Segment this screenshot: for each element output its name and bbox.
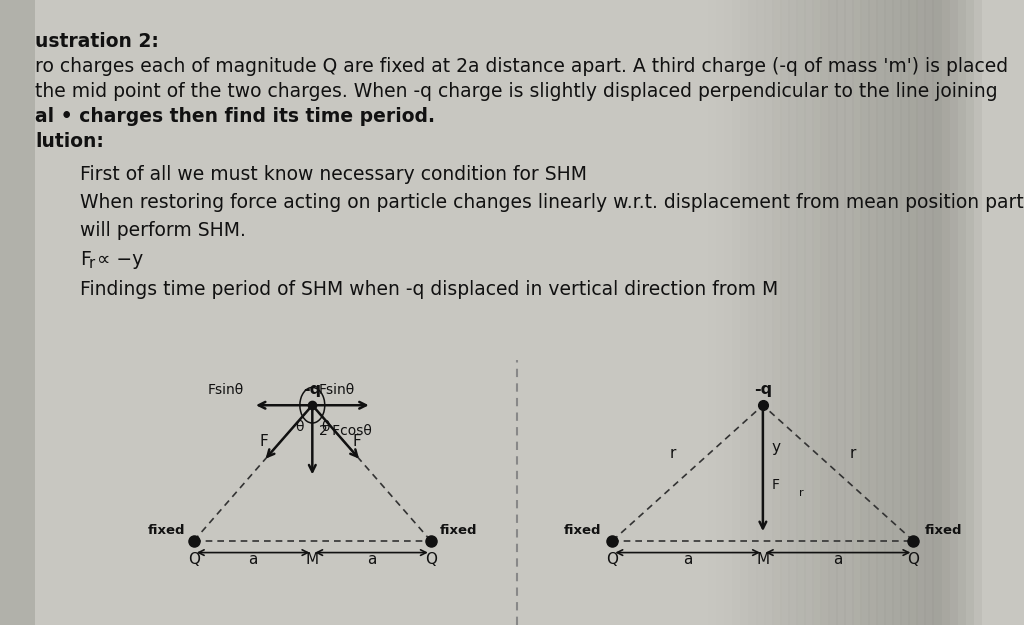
FancyBboxPatch shape [916, 0, 966, 625]
FancyBboxPatch shape [924, 0, 974, 625]
Text: When restoring force acting on particle changes linearly w.r.t. displacement fro: When restoring force acting on particle … [80, 193, 1024, 212]
Text: fixed: fixed [439, 524, 477, 537]
Text: F: F [80, 250, 91, 269]
Text: -q: -q [303, 382, 322, 398]
Text: F: F [352, 434, 361, 449]
Text: -q: -q [754, 382, 772, 398]
Text: the mid point of the two charges. When -q charge is slightly displaced perpendic: the mid point of the two charges. When -… [35, 82, 997, 101]
FancyBboxPatch shape [892, 0, 942, 625]
Text: θ: θ [295, 419, 303, 434]
FancyBboxPatch shape [0, 0, 35, 625]
FancyBboxPatch shape [908, 0, 958, 625]
Text: a: a [683, 552, 692, 568]
FancyBboxPatch shape [796, 0, 846, 625]
Text: fixed: fixed [925, 524, 963, 537]
Text: r: r [89, 256, 95, 271]
Text: Findings time period of SHM when -q displaced in vertical direction from M: Findings time period of SHM when -q disp… [80, 280, 778, 299]
FancyBboxPatch shape [804, 0, 854, 625]
FancyBboxPatch shape [868, 0, 918, 625]
Text: al • charges then find its time period.: al • charges then find its time period. [35, 107, 435, 126]
Text: Q: Q [606, 552, 618, 568]
Text: a: a [249, 552, 258, 568]
Text: ustration 2:: ustration 2: [35, 32, 159, 51]
Text: Q: Q [188, 552, 200, 568]
Text: θ: θ [322, 419, 330, 434]
Text: fixed: fixed [147, 524, 185, 537]
Text: M: M [757, 552, 769, 568]
FancyBboxPatch shape [900, 0, 950, 625]
Text: will perform SHM.: will perform SHM. [80, 221, 246, 240]
FancyBboxPatch shape [852, 0, 902, 625]
Text: a: a [367, 552, 376, 568]
Text: fixed: fixed [563, 524, 601, 537]
Text: y: y [772, 441, 781, 456]
Text: Fsinθ: Fsinθ [318, 383, 354, 398]
FancyBboxPatch shape [828, 0, 878, 625]
FancyBboxPatch shape [812, 0, 862, 625]
Text: Fsinθ: Fsinθ [208, 383, 245, 398]
Text: M: M [306, 552, 318, 568]
Text: lution:: lution: [35, 132, 103, 151]
Text: r: r [850, 446, 856, 461]
Text: ro charges each of magnitude Q are fixed at 2a distance apart. A third charge (-: ro charges each of magnitude Q are fixed… [35, 57, 1008, 76]
Text: r: r [670, 446, 676, 461]
Text: r: r [799, 488, 804, 498]
FancyBboxPatch shape [844, 0, 894, 625]
FancyBboxPatch shape [836, 0, 886, 625]
Text: Q: Q [425, 552, 436, 568]
FancyBboxPatch shape [884, 0, 934, 625]
FancyBboxPatch shape [876, 0, 926, 625]
Text: a: a [834, 552, 843, 568]
Text: ∝ −y: ∝ −y [97, 250, 143, 269]
FancyBboxPatch shape [932, 0, 982, 625]
Text: F: F [772, 478, 780, 492]
Text: Q: Q [907, 552, 920, 568]
FancyBboxPatch shape [860, 0, 910, 625]
FancyBboxPatch shape [820, 0, 870, 625]
Text: 2 Fcosθ: 2 Fcosθ [319, 424, 373, 438]
Text: First of all we must know necessary condition for SHM: First of all we must know necessary cond… [80, 165, 587, 184]
Text: F: F [259, 434, 268, 449]
